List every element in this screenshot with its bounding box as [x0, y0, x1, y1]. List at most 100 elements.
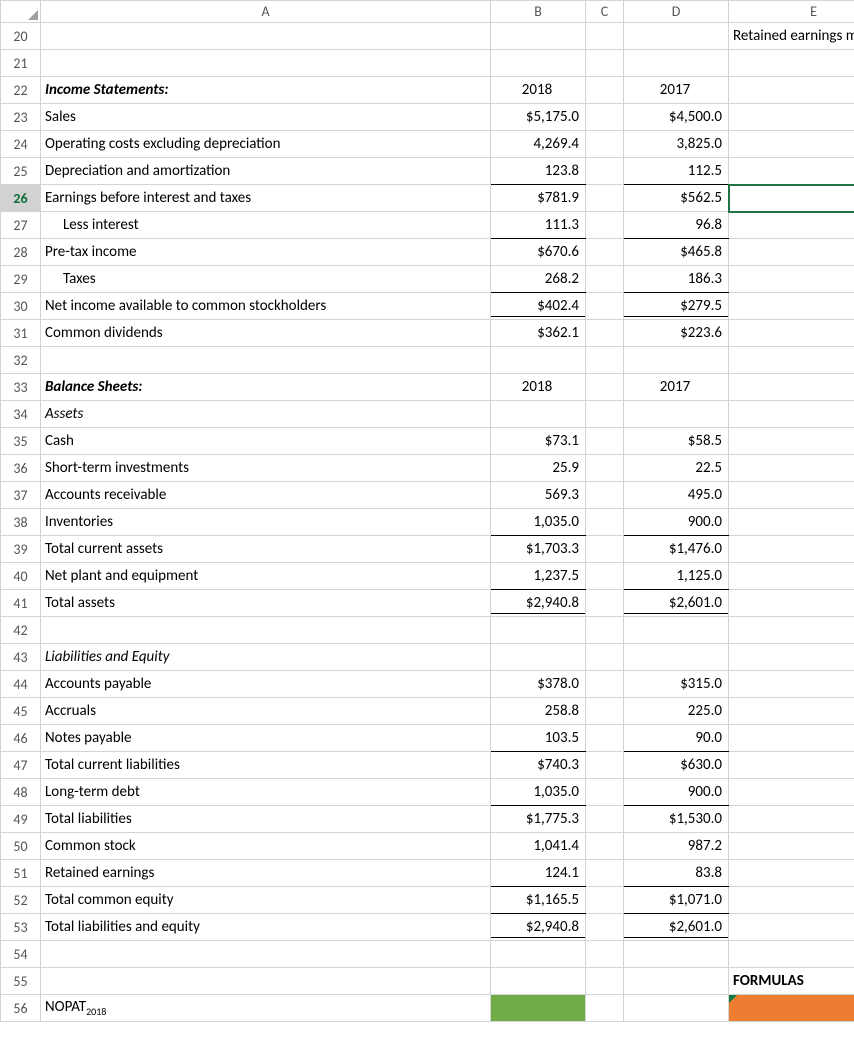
label-tcl[interactable]: Total current liabilities	[41, 752, 491, 779]
cell-B21[interactable]	[491, 50, 586, 77]
row-header-29[interactable]: 29	[1, 266, 41, 293]
cell-D30[interactable]: $279.5	[624, 293, 729, 320]
cell-D56[interactable]	[624, 995, 729, 1022]
label-accr[interactable]: Accruals	[41, 698, 491, 725]
row-header-25[interactable]: 25	[1, 158, 41, 185]
cell-E26-active[interactable]	[729, 185, 854, 212]
cell-E49[interactable]	[729, 806, 854, 833]
cell-D20[interactable]	[624, 23, 729, 50]
cell-D42[interactable]	[624, 617, 729, 644]
cell-C45[interactable]	[586, 698, 624, 725]
cell-E28[interactable]	[729, 239, 854, 266]
label-tle[interactable]: Total liabilities and equity	[41, 914, 491, 941]
cell-D32[interactable]	[624, 347, 729, 374]
cell-C21[interactable]	[586, 50, 624, 77]
cell-C34[interactable]	[586, 401, 624, 428]
cell-E54[interactable]	[729, 941, 854, 968]
row-header-47[interactable]: 47	[1, 752, 41, 779]
row-header-40[interactable]: 40	[1, 563, 41, 590]
cell-E51[interactable]	[729, 860, 854, 887]
cell-C47[interactable]	[586, 752, 624, 779]
cell-C56[interactable]	[586, 995, 624, 1022]
cell-B54[interactable]	[491, 941, 586, 968]
cell-E37[interactable]	[729, 482, 854, 509]
label-pretax[interactable]: Pre-tax income	[41, 239, 491, 266]
cell-D35[interactable]: $58.5	[624, 428, 729, 455]
cell-E56-error[interactable]: #N/A	[729, 995, 854, 1022]
cell-E22[interactable]	[729, 77, 854, 104]
cell-D36[interactable]: 22.5	[624, 455, 729, 482]
cell-B24[interactable]: 4,269.4	[491, 131, 586, 158]
cell-E21[interactable]	[729, 50, 854, 77]
row-header-46[interactable]: 46	[1, 725, 41, 752]
cell-E50[interactable]	[729, 833, 854, 860]
label-np[interactable]: Notes payable	[41, 725, 491, 752]
cell-B23[interactable]: $5,175.0	[491, 104, 586, 131]
cell-B27[interactable]: 111.3	[491, 212, 586, 239]
row-header-37[interactable]: 37	[1, 482, 41, 509]
cell-E36[interactable]	[729, 455, 854, 482]
row-header-53[interactable]: 53	[1, 914, 41, 941]
cell-B25[interactable]: 123.8	[491, 158, 586, 185]
cell-D37[interactable]: 495.0	[624, 482, 729, 509]
row-header-35[interactable]: 35	[1, 428, 41, 455]
row-header-31[interactable]: 31	[1, 320, 41, 347]
row-header-32[interactable]: 32	[1, 347, 41, 374]
row-header-33[interactable]: 33	[1, 374, 41, 401]
cell-B33[interactable]: 2018	[491, 374, 586, 401]
row-header-49[interactable]: 49	[1, 806, 41, 833]
cell-C30[interactable]	[586, 293, 624, 320]
cell-D46[interactable]: 90.0	[624, 725, 729, 752]
cell-B56-green[interactable]	[491, 995, 586, 1022]
cell-C44[interactable]	[586, 671, 624, 698]
cell-D27[interactable]: 96.8	[624, 212, 729, 239]
label-cs[interactable]: Common stock	[41, 833, 491, 860]
cell-B48[interactable]: 1,035.0	[491, 779, 586, 806]
label-inv[interactable]: Inventories	[41, 509, 491, 536]
cell-D29[interactable]: 186.3	[624, 266, 729, 293]
cell-C43[interactable]	[586, 644, 624, 671]
cell-E30[interactable]	[729, 293, 854, 320]
cell-E44[interactable]	[729, 671, 854, 698]
cell-E34[interactable]	[729, 401, 854, 428]
cell-B52[interactable]: $1,165.5	[491, 887, 586, 914]
cell-E40[interactable]	[729, 563, 854, 590]
cell-C22[interactable]	[586, 77, 624, 104]
cell-E45[interactable]	[729, 698, 854, 725]
cell-B46[interactable]: 103.5	[491, 725, 586, 752]
cell-B28[interactable]: $670.6	[491, 239, 586, 266]
row-header-52[interactable]: 52	[1, 887, 41, 914]
row-header-41[interactable]: 41	[1, 590, 41, 617]
cell-B36[interactable]: 25.9	[491, 455, 586, 482]
cell-B53[interactable]: $2,940.8	[491, 914, 586, 941]
cell-E29[interactable]	[729, 266, 854, 293]
cell-D41[interactable]: $2,601.0	[624, 590, 729, 617]
spreadsheet-grid[interactable]: A B C D E 20 Retained earnings m 21 22 I…	[0, 0, 854, 1022]
select-all-triangle[interactable]	[1, 1, 41, 23]
cell-B42[interactable]	[491, 617, 586, 644]
cell-C35[interactable]	[586, 428, 624, 455]
cell-D25[interactable]: 112.5	[624, 158, 729, 185]
cell-D47[interactable]: $630.0	[624, 752, 729, 779]
row-header-28[interactable]: 28	[1, 239, 41, 266]
cell-E53[interactable]	[729, 914, 854, 941]
cell-C49[interactable]	[586, 806, 624, 833]
cell-D53[interactable]: $2,601.0	[624, 914, 729, 941]
cell-E33[interactable]	[729, 374, 854, 401]
label-ta[interactable]: Total assets	[41, 590, 491, 617]
cell-A20[interactable]	[41, 23, 491, 50]
cell-B49[interactable]: $1,775.3	[491, 806, 586, 833]
cell-C52[interactable]	[586, 887, 624, 914]
cell-E39[interactable]	[729, 536, 854, 563]
formulas-label[interactable]: FORMULAS	[729, 968, 854, 995]
cell-D21[interactable]	[624, 50, 729, 77]
cell-C37[interactable]	[586, 482, 624, 509]
label-re[interactable]: Retained earnings	[41, 860, 491, 887]
cell-A55[interactable]	[41, 968, 491, 995]
cell-D49[interactable]: $1,530.0	[624, 806, 729, 833]
cell-E42[interactable]	[729, 617, 854, 644]
cell-C20[interactable]	[586, 23, 624, 50]
label-netinc[interactable]: Net income available to common stockhold…	[41, 293, 491, 320]
cell-B43[interactable]	[491, 644, 586, 671]
cell-C54[interactable]	[586, 941, 624, 968]
